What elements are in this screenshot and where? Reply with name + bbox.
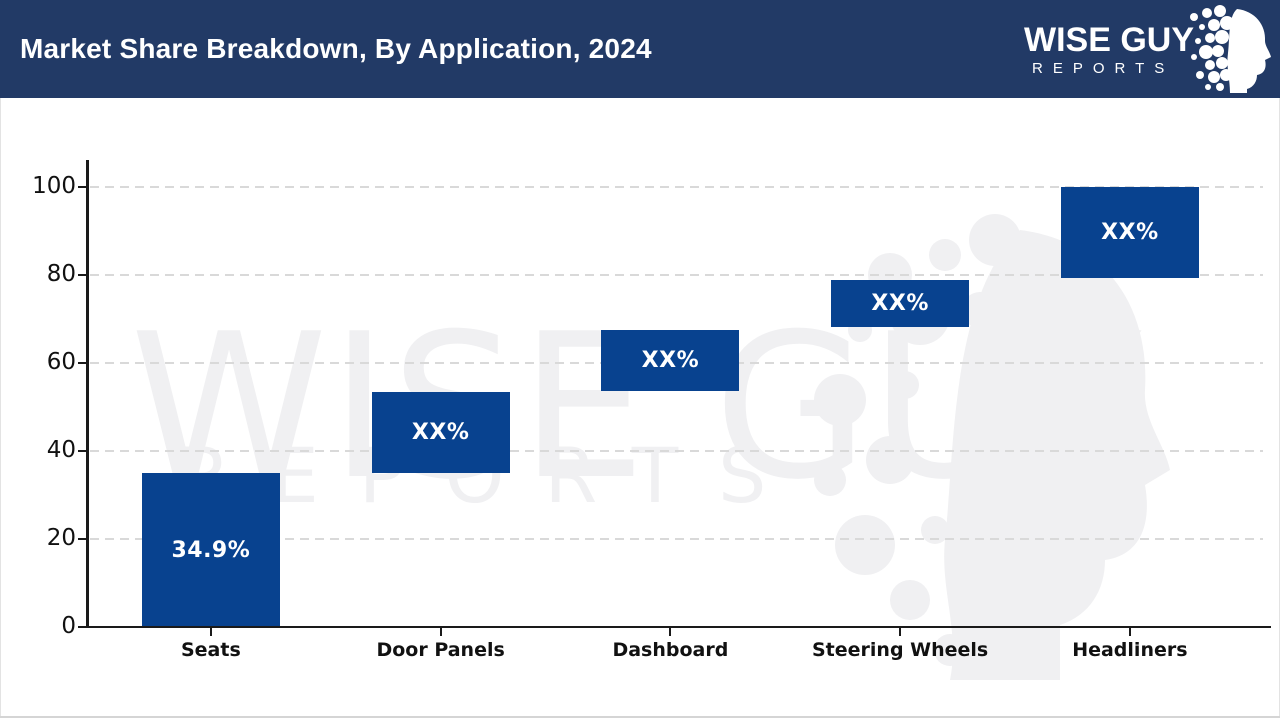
gridline-80 xyxy=(90,274,1263,276)
bar-dashboard: XX% xyxy=(601,330,740,392)
face-icon xyxy=(1190,5,1271,93)
x-category-label-door-panels: Door Panels xyxy=(376,639,505,661)
watermark-face-icon xyxy=(814,214,1170,680)
y-tick-mark xyxy=(78,362,88,364)
x-category-label-seats: Seats xyxy=(180,639,241,661)
bar-steering-wheels: XX% xyxy=(831,279,970,327)
header-bar: Market Share Breakdown, By Application, … xyxy=(0,0,1280,98)
y-tick-label: 40 xyxy=(46,437,76,463)
bar-label-steering-wheels: XX% xyxy=(871,290,929,316)
bar-seats: 34.9% xyxy=(141,473,280,627)
left-border-line xyxy=(0,98,1,717)
y-tick-mark xyxy=(78,186,88,188)
x-category-label-steering-wheels: Steering Wheels xyxy=(812,639,989,661)
x-tick-mark xyxy=(899,628,902,636)
y-tick-mark xyxy=(78,538,88,540)
y-tick-mark xyxy=(78,626,88,628)
y-tick-label: 60 xyxy=(46,349,76,375)
bar-door-panels: XX% xyxy=(371,391,510,473)
brand-logo: WISE GUY REPORTS xyxy=(1022,5,1272,93)
gridline-100 xyxy=(90,186,1263,188)
x-tick-mark xyxy=(1128,628,1131,636)
brand-subtitle: REPORTS xyxy=(1032,60,1174,77)
gridline-40 xyxy=(90,450,1263,452)
x-tick-mark xyxy=(439,628,442,636)
y-tick-label: 0 xyxy=(61,613,76,639)
bar-label-headliners: XX% xyxy=(1101,220,1159,246)
y-tick-label: 100 xyxy=(32,173,76,199)
x-tick-mark xyxy=(669,628,672,636)
bottom-border-line xyxy=(0,716,1280,718)
y-tick-mark xyxy=(78,450,88,452)
x-category-label-dashboard: Dashboard xyxy=(612,639,729,661)
y-tick-label: 20 xyxy=(46,525,76,551)
brand-logo-graphic: WISE GUY REPORTS xyxy=(1024,5,1271,93)
chart-area: 0 20 40 60 80 100 34.9% Seats XX% Door Panels XX% D… xyxy=(0,98,1280,720)
bar-label-door-panels: XX% xyxy=(411,419,470,445)
brand-wordmark: WISE GUY xyxy=(1024,21,1194,59)
bar-label-dashboard: XX% xyxy=(641,348,700,374)
y-axis-line xyxy=(86,160,89,628)
bar-headliners: XX% xyxy=(1060,187,1199,279)
y-tick-mark xyxy=(78,274,88,276)
x-axis-line xyxy=(86,625,1271,628)
x-tick-mark xyxy=(209,628,212,636)
bar-label-seats: 34.9% xyxy=(171,537,251,563)
x-category-label-headliners: Headliners xyxy=(1072,639,1188,661)
page-title: Market Share Breakdown, By Application, … xyxy=(20,33,652,64)
y-tick-label: 80 xyxy=(46,261,76,287)
gridline-20 xyxy=(90,538,1263,540)
